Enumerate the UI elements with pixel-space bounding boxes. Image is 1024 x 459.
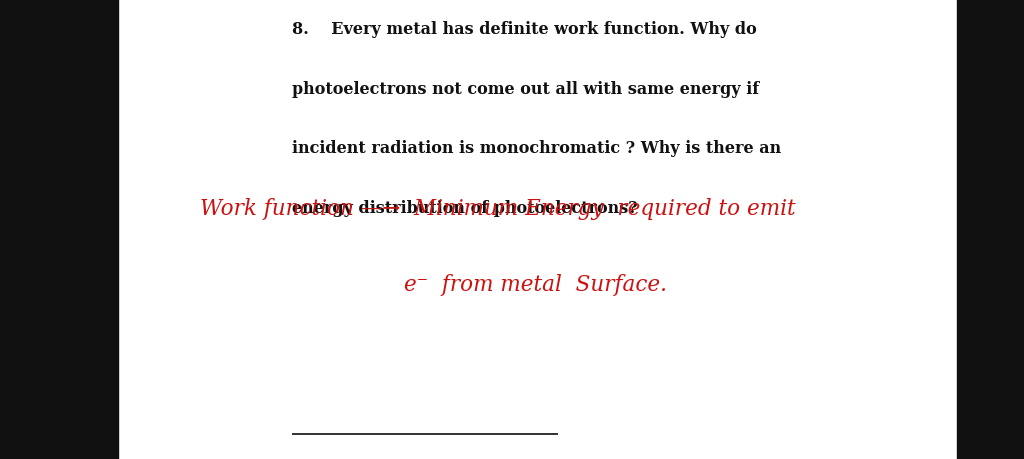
Bar	[957, 0, 1024, 459]
Text: e⁻  from metal  Surface.: e⁻ from metal Surface.	[404, 274, 668, 296]
Text: photoelectrons not come out all with same energy if: photoelectrons not come out all with sam…	[292, 80, 759, 97]
Text: 8.    Every metal has definite work function. Why do: 8. Every metal has definite work functio…	[292, 21, 757, 38]
Text: energy distribution of photoelectrons?: energy distribution of photoelectrons?	[292, 200, 638, 217]
Text: incident radiation is monochromatic ? Why is there an: incident radiation is monochromatic ? Wh…	[292, 140, 781, 157]
Bar	[0, 0, 118, 459]
Text: Work function —→  Minimum Energy  required to emit: Work function —→ Minimum Energy required…	[200, 198, 796, 220]
